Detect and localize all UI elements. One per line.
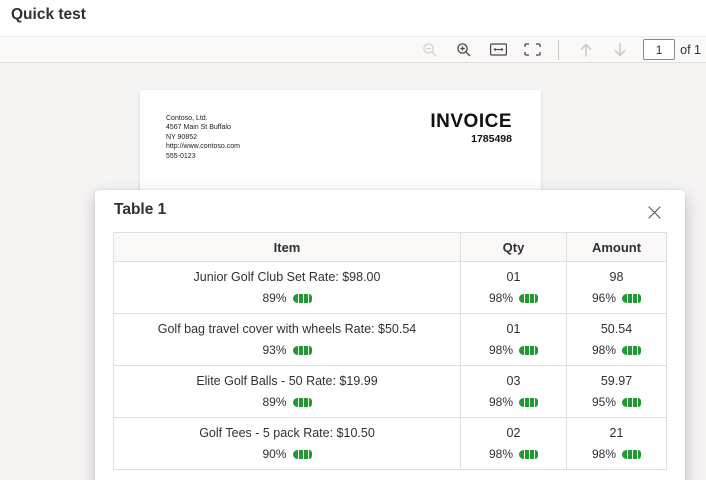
table-cell: Elite Golf Balls - 50 Rate: $19.99 89%	[113, 365, 461, 418]
cell-value: 01	[506, 270, 521, 284]
toolbar-divider	[558, 39, 560, 60]
confidence-meter-icon	[519, 293, 539, 303]
zoom-out-button[interactable]	[416, 38, 444, 62]
confidence-meter-icon	[519, 345, 539, 355]
confidence-percent: 98%	[488, 343, 514, 357]
confidence-percent: 96%	[591, 291, 617, 305]
previous-page-button[interactable]	[572, 38, 600, 62]
table-cell: 21 98%	[566, 417, 667, 470]
cell-value: 01	[506, 322, 521, 336]
confidence-percent: 95%	[591, 395, 617, 409]
cell-value: 02	[506, 426, 521, 440]
table-row: Golf bag travel cover with wheels Rate: …	[113, 313, 667, 366]
document-preview-area: Contoso, Ltd. 4567 Main St Buffalo NY 90…	[0, 63, 706, 480]
table-cell: Golf Tees - 5 pack Rate: $10.50 90%	[113, 417, 461, 470]
confidence-percent: 90%	[262, 447, 287, 461]
cell-value: 98	[609, 270, 624, 284]
confidence-percent: 93%	[262, 343, 287, 357]
confidence-meter-icon	[622, 449, 642, 459]
invoice-number: 1785498	[471, 133, 512, 145]
confidence-meter-icon	[292, 449, 312, 459]
company-line: Contoso, Ltd.	[166, 115, 208, 122]
page-count-label: of 1	[680, 42, 701, 57]
table-cell: 03 98%	[460, 365, 567, 418]
column-header-item: Item	[113, 232, 461, 262]
cell-value: Golf Tees - 5 pack Rate: $10.50	[199, 426, 375, 440]
table-details-dialog: Table 1 Item Qty Amount	[95, 190, 685, 480]
company-line: 4567 Main St Buffalo	[166, 124, 231, 132]
page-number-input[interactable]	[643, 39, 676, 60]
cell-value: 50.54	[600, 322, 633, 336]
cell-value: 21	[609, 426, 624, 440]
table-cell: 01 98%	[460, 261, 567, 314]
table-cell: 59.97 95%	[566, 365, 667, 418]
table-cell: 98 96%	[566, 261, 667, 314]
page-title: Quick test	[11, 6, 86, 23]
fit-to-page-button[interactable]	[518, 38, 546, 62]
next-page-button[interactable]	[606, 38, 634, 62]
arrow-down-icon	[612, 42, 628, 58]
extracted-table: Item Qty Amount Junior Golf Club Set Rat…	[113, 232, 667, 470]
zoom-in-button[interactable]	[450, 38, 478, 62]
table-cell: 50.54 98%	[566, 313, 667, 366]
table-row: Golf Tees - 5 pack Rate: $10.50 90% 02 9…	[113, 417, 667, 470]
company-line: NY 90852	[166, 133, 198, 141]
confidence-percent: 98%	[591, 447, 617, 461]
cell-value: Elite Golf Balls - 50 Rate: $19.99	[196, 374, 378, 388]
table-cell: 02 98%	[460, 417, 567, 470]
close-dialog-button[interactable]	[639, 198, 669, 226]
confidence-percent: 89%	[262, 291, 287, 305]
fit-to-width-button[interactable]	[484, 38, 512, 62]
arrow-up-icon	[578, 42, 594, 58]
confidence-percent: 89%	[262, 395, 287, 409]
confidence-meter-icon	[622, 345, 642, 355]
zoom-in-icon	[456, 42, 472, 58]
cell-value: Golf bag travel cover with wheels Rate: …	[157, 322, 417, 336]
confidence-meter-icon	[622, 293, 642, 303]
confidence-percent: 98%	[591, 343, 617, 357]
table-row: Junior Golf Club Set Rate: $98.00 89% 01…	[113, 261, 667, 314]
cell-value: 59.97	[600, 374, 633, 388]
dialog-title: Table 1	[114, 201, 167, 218]
confidence-meter-icon	[622, 397, 642, 407]
confidence-percent: 98%	[488, 447, 514, 461]
table-cell: Golf bag travel cover with wheels Rate: …	[113, 313, 461, 366]
table-row: Elite Golf Balls - 50 Rate: $19.99 89% 0…	[113, 365, 667, 418]
company-line: http://www.contoso.com	[166, 143, 240, 151]
confidence-meter-icon	[519, 397, 539, 407]
confidence-meter-icon	[292, 397, 312, 407]
close-icon	[647, 205, 661, 219]
cell-value: Junior Golf Club Set Rate: $98.00	[193, 270, 381, 284]
confidence-meter-icon	[292, 293, 312, 303]
column-header-amount: Amount	[566, 232, 667, 262]
confidence-meter-icon	[292, 345, 312, 355]
table-header-row: Item Qty Amount	[113, 232, 667, 262]
fit-to-width-icon	[489, 43, 507, 56]
invoice-title: INVOICE	[430, 111, 512, 132]
document-viewer-toolbar: of 1	[0, 36, 706, 63]
invoice-company-address: Contoso, Ltd. 4567 Main St Buffalo NY 90…	[166, 114, 240, 161]
company-line: 555-0123	[166, 152, 196, 160]
table-cell: 01 98%	[460, 313, 567, 366]
confidence-percent: 98%	[488, 291, 514, 305]
cell-value: 03	[506, 374, 521, 388]
zoom-out-icon	[422, 42, 438, 58]
table-cell: Junior Golf Club Set Rate: $98.00 89%	[113, 261, 461, 314]
confidence-percent: 98%	[488, 395, 514, 409]
confidence-meter-icon	[519, 449, 539, 459]
column-header-qty: Qty	[460, 232, 567, 262]
fit-to-page-icon	[523, 43, 541, 56]
